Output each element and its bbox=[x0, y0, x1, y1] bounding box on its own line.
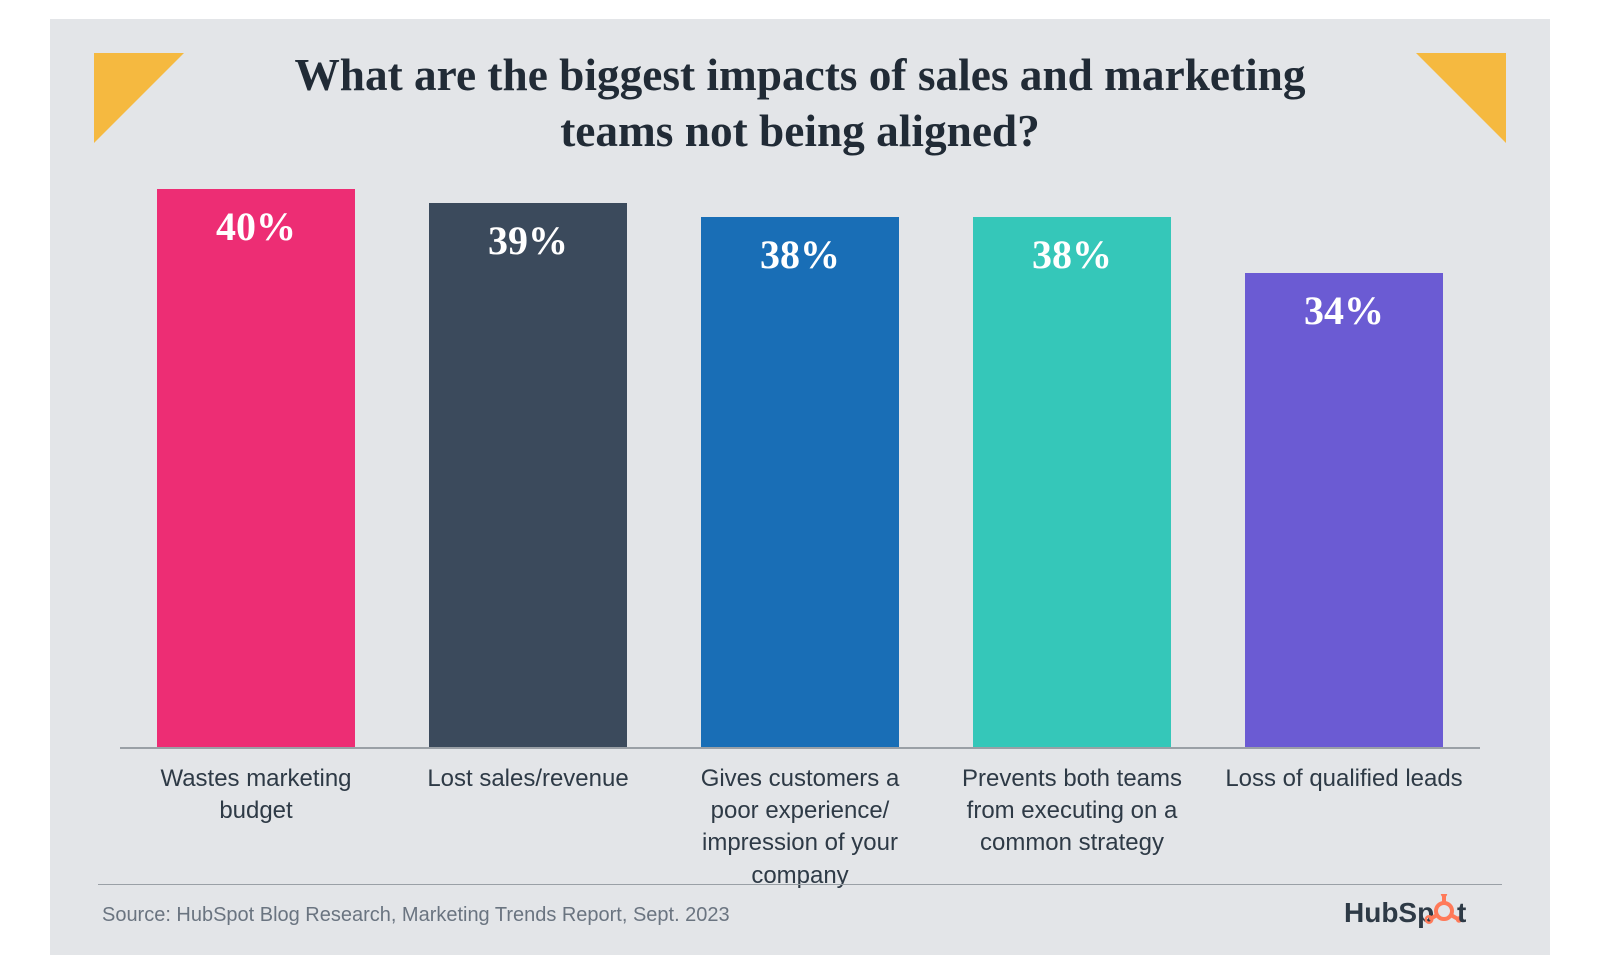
bar: 38% bbox=[973, 217, 1172, 749]
hubspot-logo-svg: HubSp t bbox=[1344, 894, 1494, 934]
category-label: Prevents both teams from executing on a … bbox=[936, 763, 1208, 893]
chart-title: What are the biggest impacts of sales an… bbox=[275, 47, 1325, 160]
bar-slot: 34% bbox=[1208, 189, 1480, 749]
bar: 39% bbox=[429, 203, 628, 749]
bar-slot: 38% bbox=[936, 189, 1208, 749]
bar: 38% bbox=[701, 217, 900, 749]
bar-group: 40% 39% 38% 38% 34% bbox=[120, 189, 1480, 749]
hubspot-wordmark: HubSp bbox=[1344, 897, 1434, 928]
x-axis-baseline bbox=[120, 747, 1480, 749]
category-label: Lost sales/revenue bbox=[392, 763, 664, 893]
bar-slot: 39% bbox=[392, 189, 664, 749]
bar: 34% bbox=[1245, 273, 1444, 749]
hubspot-wordmark-t: t bbox=[1457, 897, 1466, 928]
category-label: Loss of qualified leads bbox=[1208, 763, 1480, 893]
bar-value-label: 39% bbox=[429, 217, 628, 264]
footer-rule bbox=[98, 884, 1502, 885]
bar-value-label: 34% bbox=[1245, 287, 1444, 334]
bar-chart: 40% 39% 38% 38% 34% bbox=[120, 189, 1480, 749]
bar-slot: 38% bbox=[664, 189, 936, 749]
category-labels: Wastes marketing budgetLost sales/revenu… bbox=[120, 763, 1480, 893]
bar-value-label: 38% bbox=[973, 231, 1172, 278]
corner-triangle-top-left bbox=[94, 53, 184, 143]
hubspot-logo: HubSp t bbox=[1344, 894, 1494, 939]
infographic-card: What are the biggest impacts of sales an… bbox=[50, 19, 1550, 955]
bar-value-label: 38% bbox=[701, 231, 900, 278]
category-label: Wastes marketing budget bbox=[120, 763, 392, 893]
bar: 40% bbox=[157, 189, 356, 749]
bar-value-label: 40% bbox=[157, 203, 356, 250]
bar-slot: 40% bbox=[120, 189, 392, 749]
source-citation: Source: HubSpot Blog Research, Marketing… bbox=[102, 904, 730, 927]
corner-triangle-top-right bbox=[1416, 53, 1506, 143]
category-label: Gives customers a poor experience/ impre… bbox=[664, 763, 936, 893]
